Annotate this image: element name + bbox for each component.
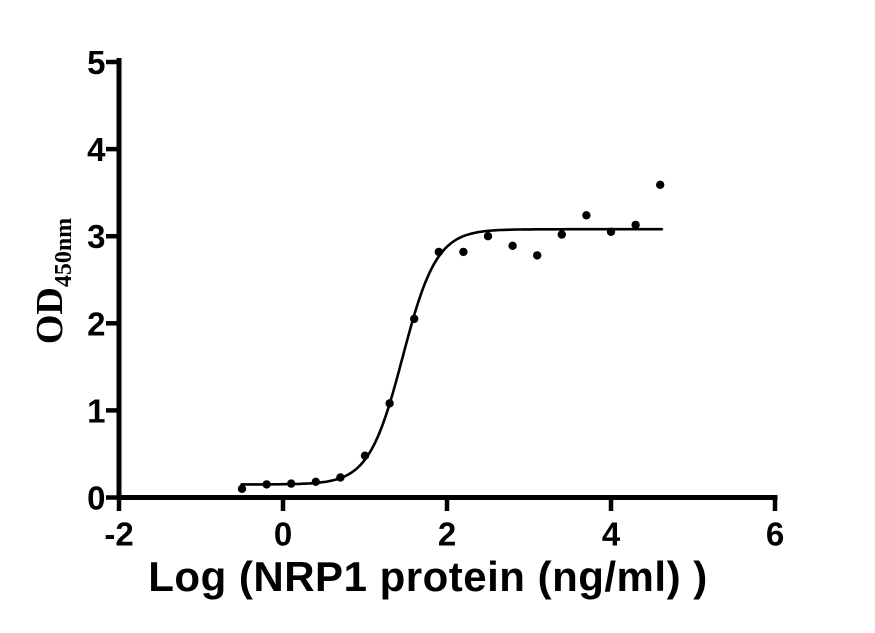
y-tick-label: 3: [87, 218, 105, 255]
x-tick-label: 6: [766, 516, 784, 553]
data-point: [656, 180, 665, 189]
data-point: [311, 477, 320, 486]
x-tick-label: 0: [274, 516, 292, 553]
y-axis-title-subscript: 450nm: [51, 218, 77, 287]
y-tick-label: 4: [87, 131, 106, 168]
data-point: [508, 241, 517, 250]
data-point: [459, 247, 468, 257]
data-point: [483, 232, 493, 241]
fit-curve: [240, 227, 664, 486]
y-tick-label: 1: [87, 392, 105, 429]
data-point: [262, 480, 271, 489]
data-point: [237, 484, 247, 493]
y-tick-label: 2: [87, 305, 105, 342]
data-point: [336, 473, 345, 482]
data-point: [631, 220, 640, 230]
data-point: [606, 227, 616, 236]
data-point: [360, 451, 370, 460]
data-point: [533, 251, 542, 260]
x-tick-label: 4: [602, 516, 621, 553]
data-point: [434, 247, 443, 257]
x-axis-title: Log (NRP1 protein (ng/ml) ): [148, 553, 707, 600]
y-axis-title: OD450nm: [29, 218, 77, 344]
y-tick-label: 0: [87, 480, 105, 517]
data-point: [385, 399, 394, 408]
x-tick-label: -2: [104, 516, 133, 553]
data-point: [557, 230, 566, 239]
y-tick-label: 5: [87, 44, 105, 81]
data-point: [287, 479, 296, 488]
data-point: [582, 211, 591, 220]
x-tick-label: 2: [438, 516, 456, 553]
y-axis-title-main: OD: [29, 287, 71, 344]
data-point: [410, 314, 419, 324]
